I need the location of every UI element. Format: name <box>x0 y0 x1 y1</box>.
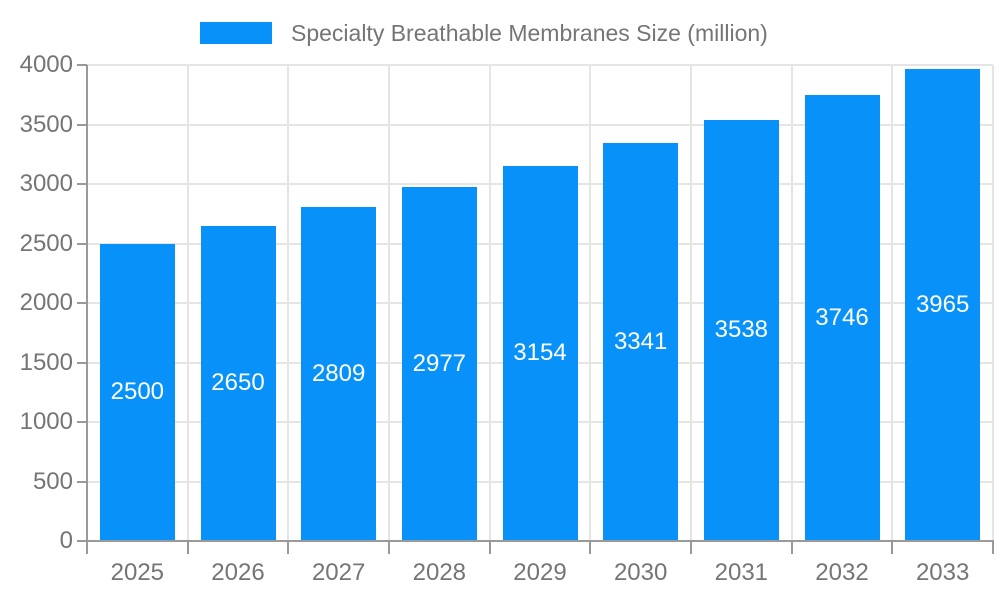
y-tick-mark <box>77 183 87 185</box>
gridline-vertical <box>891 65 894 541</box>
x-axis-tick-label: 2029 <box>513 559 567 586</box>
x-axis-tick-label: 2030 <box>613 559 668 586</box>
x-axis-tick-label: 2027 <box>311 559 366 586</box>
gridline-vertical <box>287 65 290 541</box>
bar-value-label: 2650 <box>211 369 265 397</box>
y-axis-tick-label: 1000 <box>19 408 73 435</box>
x-tick-mark <box>690 541 692 554</box>
x-tick-mark <box>287 541 290 554</box>
bar-value-label: 3538 <box>714 316 769 344</box>
y-axis-tick-label: 4000 <box>19 51 73 78</box>
bar-value-label: 3965 <box>915 291 970 319</box>
bar-2029[interactable] <box>502 165 578 540</box>
x-axis-tick-label: 2026 <box>211 559 265 586</box>
bar-value-label: 2500 <box>110 378 165 406</box>
x-tick-mark <box>589 541 592 554</box>
bar-2025[interactable] <box>99 243 175 540</box>
x-axis-tick-label: 2031 <box>714 559 769 586</box>
gridline-vertical <box>589 65 592 541</box>
x-tick-mark <box>891 541 894 554</box>
gridline-vertical <box>388 65 390 541</box>
gridline-horizontal <box>87 64 993 66</box>
bar-2030[interactable] <box>603 143 679 540</box>
gridline-vertical <box>992 65 994 541</box>
y-axis-tick-label: 1500 <box>19 348 73 376</box>
x-axis-line <box>86 540 994 542</box>
y-tick-mark <box>77 480 87 483</box>
y-tick-mark <box>77 540 87 542</box>
x-tick-mark <box>488 541 491 554</box>
bar-value-label: 2809 <box>311 359 366 387</box>
bar-2032[interactable] <box>804 95 880 540</box>
y-tick-mark <box>77 361 87 364</box>
legend-swatch[interactable] <box>200 22 272 44</box>
bar-value-label: 3746 <box>815 304 869 332</box>
bar-value-label: 2977 <box>412 349 467 377</box>
x-axis-tick-label: 2033 <box>915 559 970 586</box>
y-axis-tick-label: 3000 <box>19 170 73 197</box>
y-tick-mark <box>77 421 87 423</box>
y-axis-tick-label: 3500 <box>19 110 73 138</box>
x-axis-tick-label: 2032 <box>815 559 869 586</box>
gridline-vertical <box>790 65 793 541</box>
legend-label[interactable]: Specialty Breathable Membranes Size (mil… <box>291 20 768 46</box>
gridline-vertical <box>488 65 491 541</box>
y-tick-mark <box>77 302 87 304</box>
bar-2031[interactable] <box>703 119 779 540</box>
bar-value-label: 3154 <box>513 339 567 367</box>
y-axis-tick-label: 0 <box>59 527 73 554</box>
bar-2026[interactable] <box>200 225 276 540</box>
bar-value-label: 3341 <box>613 328 668 356</box>
x-tick-mark <box>992 541 994 554</box>
bar-2027[interactable] <box>301 206 377 540</box>
x-tick-mark <box>790 541 793 554</box>
y-axis-tick-label: 2500 <box>19 229 73 257</box>
y-tick-mark <box>77 242 87 245</box>
y-axis-tick-label: 500 <box>32 467 73 495</box>
y-tick-mark <box>77 123 87 126</box>
x-tick-mark <box>186 541 189 554</box>
y-tick-mark <box>77 64 87 66</box>
gridline-vertical <box>186 65 189 541</box>
x-axis-tick-label: 2025 <box>110 559 165 586</box>
x-axis-tick-label: 2028 <box>412 559 467 586</box>
bar-2033[interactable] <box>905 69 981 540</box>
y-axis-line <box>86 65 88 541</box>
x-tick-mark <box>86 541 88 554</box>
bar-2028[interactable] <box>401 186 477 540</box>
x-tick-mark <box>388 541 390 554</box>
gridline-horizontal <box>87 123 993 126</box>
y-axis-tick-label: 2000 <box>19 289 73 316</box>
gridline-vertical <box>690 65 692 541</box>
